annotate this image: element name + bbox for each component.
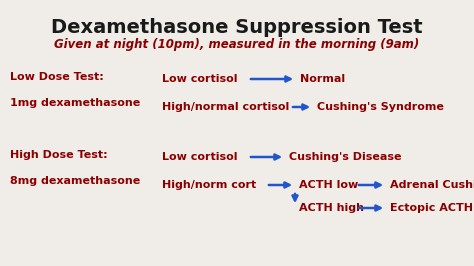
Text: High/norm cort: High/norm cort: [162, 180, 256, 190]
Text: Low Dose Test:: Low Dose Test:: [10, 72, 104, 82]
Text: Ectopic ACTH: Ectopic ACTH: [390, 203, 473, 213]
Text: 1mg dexamethasone: 1mg dexamethasone: [10, 98, 140, 108]
Text: 8mg dexamethasone: 8mg dexamethasone: [10, 176, 140, 186]
Text: Cushing's Disease: Cushing's Disease: [289, 152, 401, 162]
Text: High/normal cortisol: High/normal cortisol: [162, 102, 289, 112]
Text: Normal: Normal: [300, 74, 345, 84]
Text: ACTH high: ACTH high: [299, 203, 364, 213]
Text: Given at night (10pm), measured in the morning (9am): Given at night (10pm), measured in the m…: [55, 38, 419, 51]
Text: ACTH low: ACTH low: [299, 180, 358, 190]
Text: Cushing's Syndrome: Cushing's Syndrome: [317, 102, 444, 112]
Text: Low cortisol: Low cortisol: [162, 74, 237, 84]
Text: Dexamethasone Suppression Test: Dexamethasone Suppression Test: [51, 18, 423, 37]
Text: Adrenal Cushings: Adrenal Cushings: [390, 180, 474, 190]
Text: High Dose Test:: High Dose Test:: [10, 150, 108, 160]
Text: Low cortisol: Low cortisol: [162, 152, 237, 162]
